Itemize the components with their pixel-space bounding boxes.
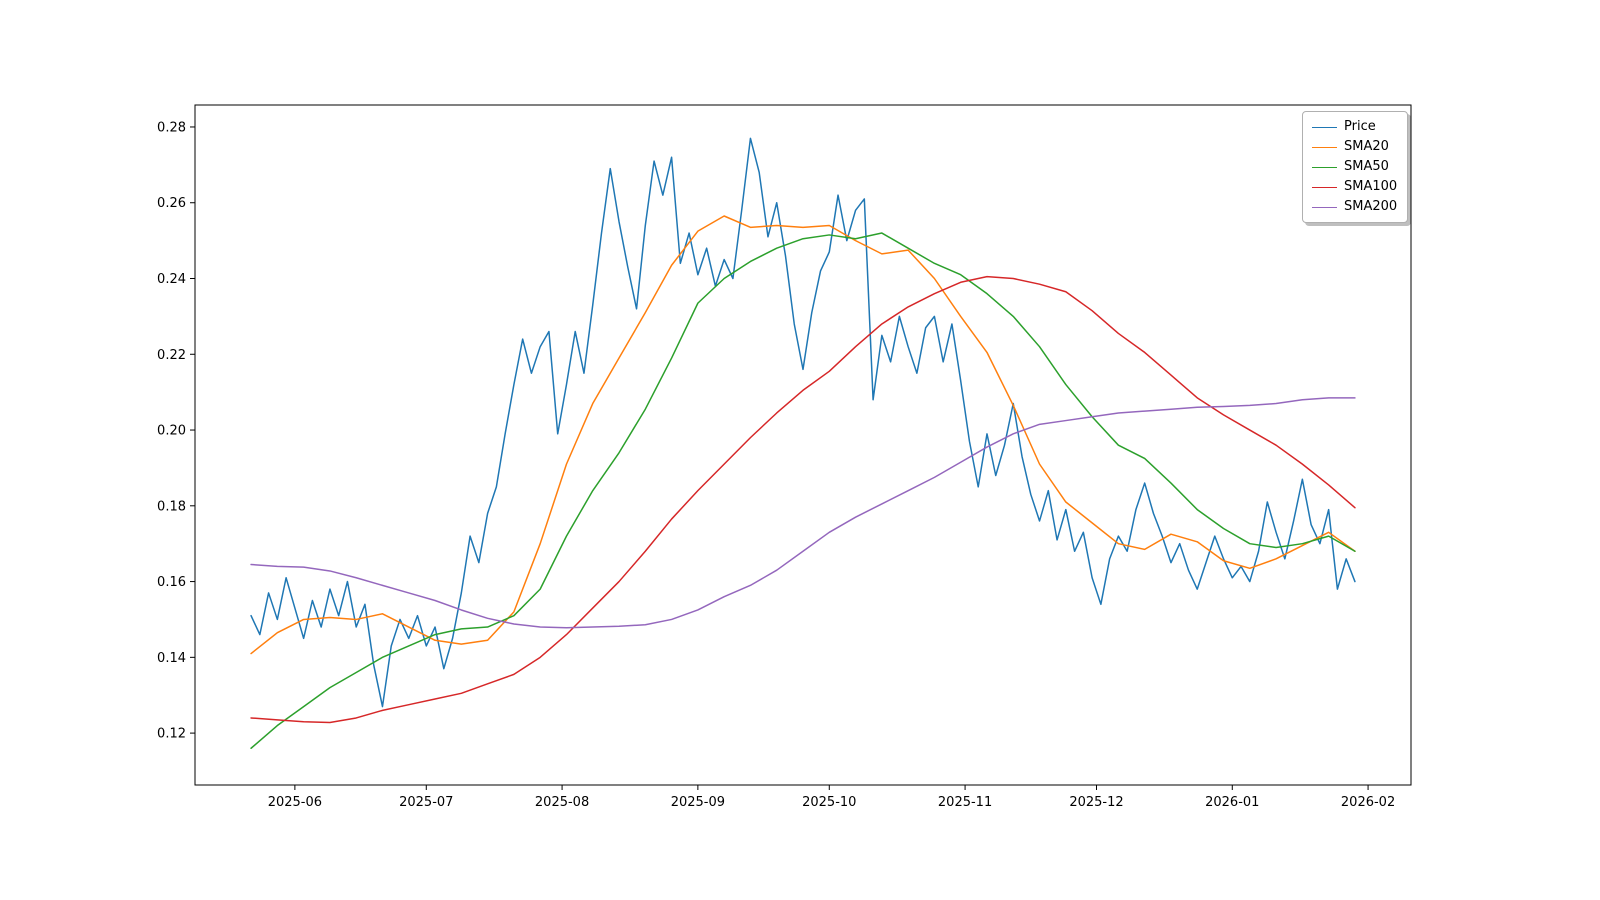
legend-label: SMA50 — [1344, 159, 1389, 174]
series-line-sma200 — [250, 397, 1356, 629]
y-tick-label: 0.24 — [157, 272, 186, 287]
axes-frame — [194, 104, 1412, 786]
legend-item-price: Price — [1312, 117, 1397, 137]
legend-swatch-sma20-icon — [1312, 146, 1337, 148]
x-tick-label: 2025-07 — [399, 795, 453, 810]
x-tick-label: 2026-01 — [1205, 795, 1259, 810]
series-line-sma100 — [250, 275, 1356, 724]
legend-item-sma200: SMA200 — [1312, 197, 1397, 217]
series-line-price — [250, 137, 1356, 708]
legend-item-sma50: SMA50 — [1312, 157, 1397, 177]
series-line-sma50 — [250, 232, 1356, 749]
legend-item-sma20: SMA20 — [1312, 137, 1397, 157]
series-line-sma20 — [250, 215, 1356, 655]
y-tick-label: 0.20 — [157, 424, 186, 439]
legend-item-sma100: SMA100 — [1312, 177, 1397, 197]
y-tick-label: 0.12 — [157, 727, 186, 742]
x-tick-label: 2025-11 — [938, 795, 992, 810]
legend: Price SMA20 SMA50 SMA100 SMA200 — [1302, 111, 1409, 223]
y-tick-label: 0.16 — [157, 575, 186, 590]
x-tick-label: 2025-12 — [1069, 795, 1123, 810]
legend-swatch-sma100-icon — [1312, 186, 1337, 188]
legend-label: Price — [1344, 119, 1376, 134]
y-tick-label: 0.22 — [157, 348, 186, 363]
legend-swatch-price-icon — [1312, 126, 1337, 128]
x-tick-label: 2025-10 — [802, 795, 856, 810]
y-tick-label: 0.18 — [157, 499, 186, 514]
x-tick-label: 2026-02 — [1341, 795, 1395, 810]
x-tick-label: 2025-09 — [671, 795, 725, 810]
y-tick-label: 0.28 — [157, 120, 186, 135]
x-tick-label: 2025-06 — [268, 795, 322, 810]
legend-label: SMA200 — [1344, 199, 1398, 214]
legend-swatch-sma200-icon — [1312, 206, 1337, 208]
y-tick-label: 0.26 — [157, 196, 186, 211]
legend-swatch-sma50-icon — [1312, 166, 1337, 168]
x-tick-label: 2025-08 — [535, 795, 589, 810]
legend-label: SMA100 — [1344, 179, 1398, 194]
y-tick-label: 0.14 — [157, 651, 186, 666]
legend-label: SMA20 — [1344, 139, 1389, 154]
